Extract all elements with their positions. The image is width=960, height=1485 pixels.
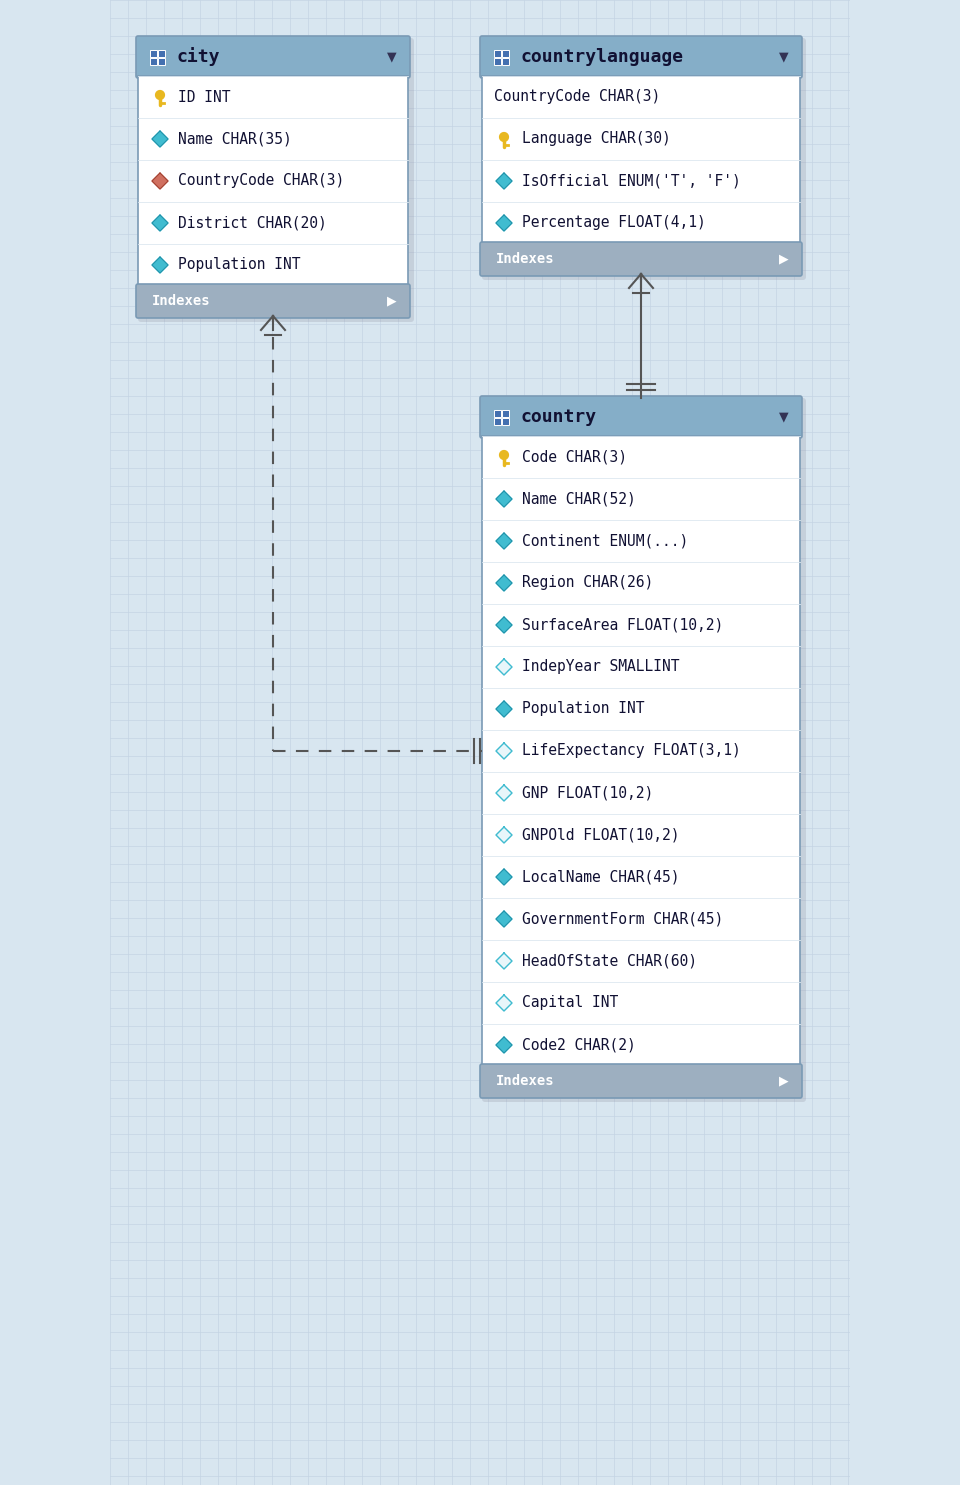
Polygon shape: [152, 172, 168, 189]
FancyBboxPatch shape: [136, 284, 410, 318]
Bar: [494, 410, 501, 417]
FancyBboxPatch shape: [480, 396, 802, 438]
Text: District CHAR(20): District CHAR(20): [178, 215, 326, 230]
Text: GNPOld FLOAT(10,2): GNPOld FLOAT(10,2): [522, 827, 680, 842]
Polygon shape: [496, 492, 512, 506]
Text: Language CHAR(30): Language CHAR(30): [522, 132, 671, 147]
Polygon shape: [496, 575, 512, 591]
Bar: [494, 417, 501, 425]
Bar: [502, 58, 509, 65]
Polygon shape: [496, 910, 512, 927]
Polygon shape: [496, 616, 512, 633]
Text: ▼: ▼: [387, 50, 396, 64]
Bar: [494, 58, 501, 65]
Text: Region CHAR(26): Region CHAR(26): [522, 576, 653, 591]
FancyBboxPatch shape: [136, 36, 410, 79]
Polygon shape: [496, 953, 512, 970]
Bar: [502, 50, 509, 56]
Text: ▼: ▼: [780, 50, 789, 64]
Polygon shape: [496, 869, 512, 885]
Polygon shape: [496, 1037, 512, 1053]
Text: ▼: ▼: [780, 410, 789, 423]
Text: Code2 CHAR(2): Code2 CHAR(2): [522, 1038, 636, 1053]
Text: CountryCode CHAR(3): CountryCode CHAR(3): [178, 174, 345, 189]
Text: country: country: [520, 408, 596, 426]
Text: Population INT: Population INT: [522, 701, 644, 716]
Polygon shape: [496, 659, 512, 676]
Polygon shape: [496, 172, 512, 189]
Text: Percentage FLOAT(4,1): Percentage FLOAT(4,1): [522, 215, 706, 230]
Text: LifeExpectancy FLOAT(3,1): LifeExpectancy FLOAT(3,1): [522, 744, 741, 759]
Bar: [502, 417, 509, 425]
Bar: [158, 50, 165, 56]
Polygon shape: [496, 215, 512, 232]
Polygon shape: [496, 995, 512, 1011]
Bar: [150, 50, 157, 56]
Text: countrylanguage: countrylanguage: [520, 48, 684, 65]
Text: LocalName CHAR(45): LocalName CHAR(45): [522, 870, 680, 885]
Polygon shape: [152, 131, 168, 147]
Polygon shape: [496, 786, 512, 800]
FancyBboxPatch shape: [480, 1063, 802, 1097]
Text: Continent ENUM(...): Continent ENUM(...): [522, 533, 688, 548]
FancyBboxPatch shape: [480, 36, 802, 79]
Circle shape: [499, 132, 509, 141]
Bar: [150, 58, 157, 65]
Circle shape: [499, 450, 509, 459]
Polygon shape: [496, 701, 512, 717]
Text: Population INT: Population INT: [178, 257, 300, 273]
Text: ▶: ▶: [387, 294, 396, 307]
Polygon shape: [496, 827, 512, 843]
Text: IndepYear SMALLINT: IndepYear SMALLINT: [522, 659, 680, 674]
Text: Name CHAR(52): Name CHAR(52): [522, 492, 636, 506]
Bar: [502, 410, 509, 417]
Text: ID INT: ID INT: [178, 89, 230, 104]
FancyBboxPatch shape: [482, 39, 806, 281]
Text: Indexes: Indexes: [496, 1074, 555, 1089]
Bar: [494, 50, 501, 56]
Bar: [158, 58, 165, 65]
Bar: [482, 76, 800, 244]
Polygon shape: [152, 215, 168, 232]
Text: Indexes: Indexes: [152, 294, 210, 307]
Text: Indexes: Indexes: [496, 252, 555, 266]
Text: CountryCode CHAR(3): CountryCode CHAR(3): [494, 89, 660, 104]
Text: HeadOfState CHAR(60): HeadOfState CHAR(60): [522, 953, 697, 968]
FancyBboxPatch shape: [482, 398, 806, 1102]
Text: SurfaceArea FLOAT(10,2): SurfaceArea FLOAT(10,2): [522, 618, 723, 633]
Text: GovernmentForm CHAR(45): GovernmentForm CHAR(45): [522, 912, 723, 927]
Text: city: city: [176, 48, 220, 67]
FancyBboxPatch shape: [480, 242, 802, 276]
Text: GNP FLOAT(10,2): GNP FLOAT(10,2): [522, 786, 653, 800]
Bar: [138, 76, 408, 287]
Text: ▶: ▶: [780, 252, 789, 266]
Circle shape: [156, 91, 164, 99]
Polygon shape: [496, 742, 512, 759]
Text: Name CHAR(35): Name CHAR(35): [178, 132, 292, 147]
Bar: [482, 437, 800, 1066]
Text: Code CHAR(3): Code CHAR(3): [522, 450, 627, 465]
Text: ▶: ▶: [780, 1075, 789, 1087]
Text: Capital INT: Capital INT: [522, 995, 618, 1010]
Text: IsOfficial ENUM('T', 'F'): IsOfficial ENUM('T', 'F'): [522, 174, 741, 189]
Polygon shape: [496, 533, 512, 549]
Polygon shape: [152, 257, 168, 273]
FancyBboxPatch shape: [138, 39, 414, 322]
